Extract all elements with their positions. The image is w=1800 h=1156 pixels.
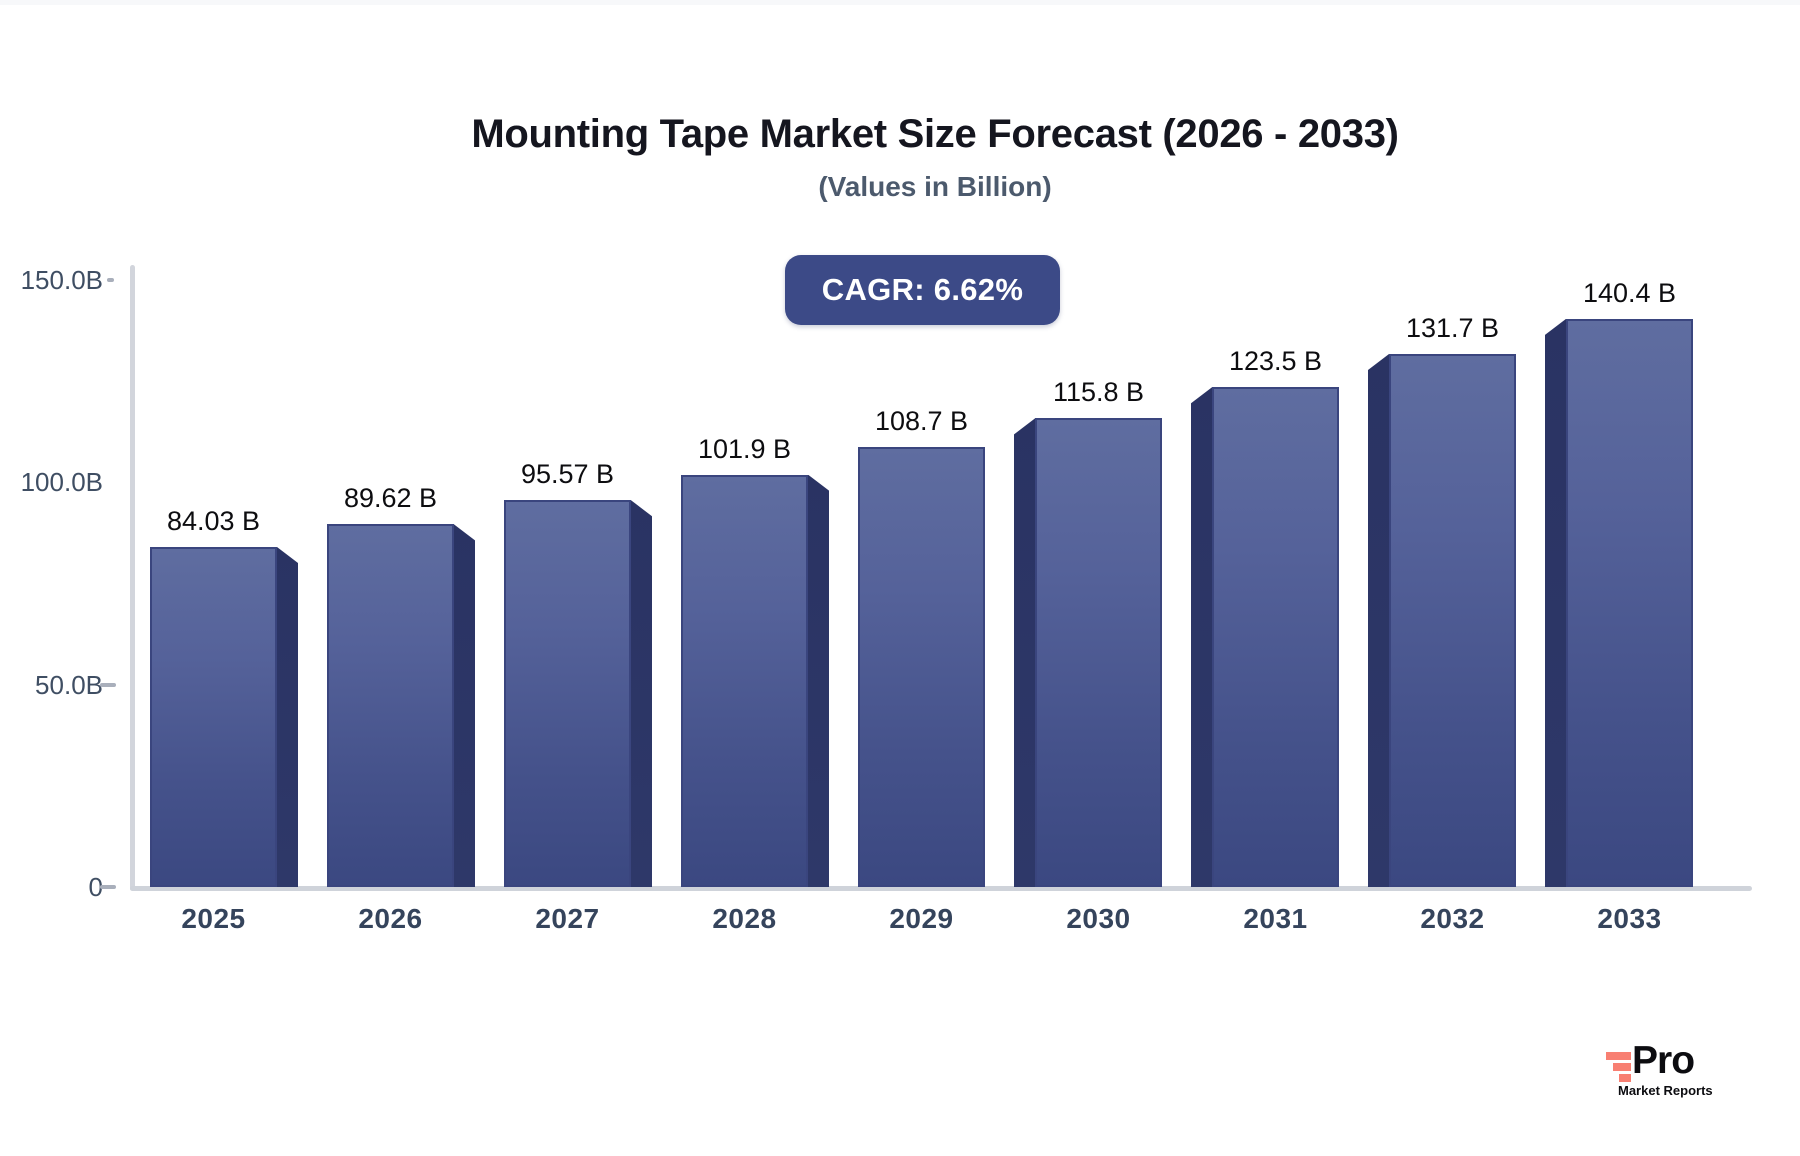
x-axis-label-2033: 2033	[1597, 903, 1662, 934]
x-axis-label-2032: 2032	[1420, 903, 1485, 934]
bar-2030	[1035, 418, 1162, 887]
y-axis-tick-mark	[100, 885, 116, 889]
bar-side-face-2025	[277, 546, 298, 887]
bar-side-face-2026	[454, 524, 475, 887]
x-axis-label-2030: 2030	[1066, 903, 1131, 934]
x-axis-label-2029: 2029	[889, 903, 954, 934]
bar-2025	[150, 546, 277, 887]
y-axis-tick-label: 100.0B	[20, 467, 103, 498]
bar-2028	[681, 474, 808, 887]
bar-side-face-2028	[808, 474, 829, 887]
x-axis-label-2031: 2031	[1243, 903, 1308, 934]
cagr-badge: CAGR: 6.62%	[785, 255, 1060, 325]
bar-value-label-2032: 131.7 B	[1405, 313, 1500, 344]
bar-2033	[1566, 318, 1693, 887]
bar-value-label-2025: 84.03 B	[166, 505, 261, 536]
bar-2029	[858, 447, 985, 887]
bar-value-label-2026: 89.62 B	[343, 483, 438, 514]
x-axis-label-2025: 2025	[181, 903, 246, 934]
bar-value-label-2030: 115.8 B	[1052, 377, 1145, 408]
page-top-strip	[0, 0, 1800, 5]
logo-stripes-icon	[1606, 1052, 1631, 1084]
chart-title: Mounting Tape Market Size Forecast (2026…	[471, 112, 1399, 156]
bar-value-label-2031: 123.5 B	[1228, 346, 1323, 377]
cagr-badge-label: CAGR: 6.62%	[821, 272, 1024, 307]
y-axis-tick-label: 0	[88, 872, 103, 902]
x-axis-line	[130, 886, 1752, 891]
logo-tagline: Market Reports	[1618, 1083, 1713, 1098]
y-axis-line	[130, 265, 135, 891]
bar-value-label-2027: 95.57 B	[520, 459, 615, 490]
x-axis-label-2026: 2026	[358, 903, 423, 934]
bar-2031	[1212, 387, 1339, 887]
bar-side-face-2032	[1368, 354, 1389, 887]
y-axis-tick-label: 50.0B	[35, 669, 103, 700]
bar-value-label-2028: 101.9 B	[697, 433, 792, 464]
bar-side-face-2030	[1014, 418, 1035, 887]
x-axis-label-2028: 2028	[712, 903, 777, 934]
bar-2032	[1389, 354, 1516, 887]
pro-market-reports-logo: Pro Market Reports	[1606, 1039, 1713, 1100]
bar-side-face-2033	[1545, 318, 1566, 887]
chart-subtitle: (Values in Billion)	[818, 171, 1052, 202]
bar-value-label-2029: 108.7 B	[874, 406, 969, 437]
bar-2027	[504, 500, 631, 887]
logo-name: Pro	[1632, 1039, 1695, 1082]
y-axis-tick-mark	[100, 682, 116, 687]
bar-value-label-2033: 140.4 B	[1582, 277, 1677, 308]
y-axis-tick-label: 150.0B	[20, 265, 103, 295]
bar-side-face-2031	[1191, 387, 1212, 887]
y-axis-tick-mark	[107, 278, 114, 282]
x-axis-label-2027: 2027	[535, 903, 600, 934]
bar-side-face-2027	[631, 500, 652, 887]
bar-2026	[327, 524, 454, 887]
